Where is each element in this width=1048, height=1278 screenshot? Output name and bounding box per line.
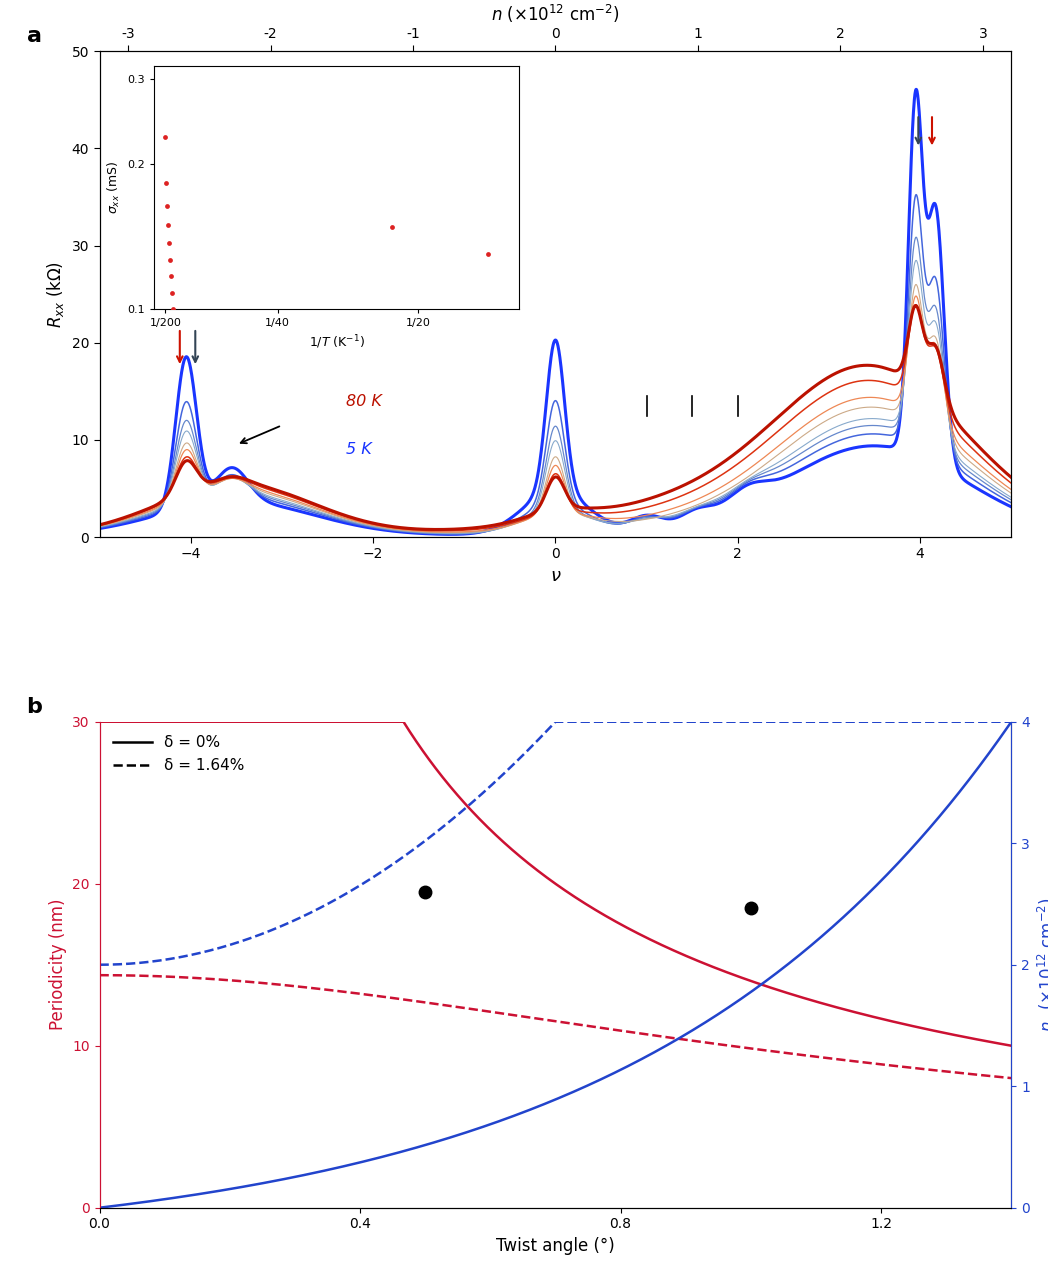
Y-axis label: $n_s$ ($\times$10$^{12}$ cm$^{-2}$): $n_s$ ($\times$10$^{12}$ cm$^{-2}$): [1035, 897, 1048, 1033]
Text: 80 K: 80 K: [346, 394, 381, 409]
Legend: δ = 0%, δ = 1.64%: δ = 0%, δ = 1.64%: [107, 730, 250, 780]
Text: a: a: [26, 27, 42, 46]
X-axis label: $\nu$: $\nu$: [549, 567, 562, 585]
Y-axis label: $R_{xx}$ (k$\Omega$): $R_{xx}$ (k$\Omega$): [45, 261, 66, 327]
Text: b: b: [26, 697, 43, 717]
X-axis label: Twist angle (°): Twist angle (°): [496, 1237, 615, 1255]
Y-axis label: Periodicity (nm): Periodicity (nm): [48, 898, 67, 1030]
X-axis label: $n$ ($\times$10$^{12}$ cm$^{-2}$): $n$ ($\times$10$^{12}$ cm$^{-2}$): [492, 3, 619, 26]
Text: 5 K: 5 K: [346, 442, 371, 458]
